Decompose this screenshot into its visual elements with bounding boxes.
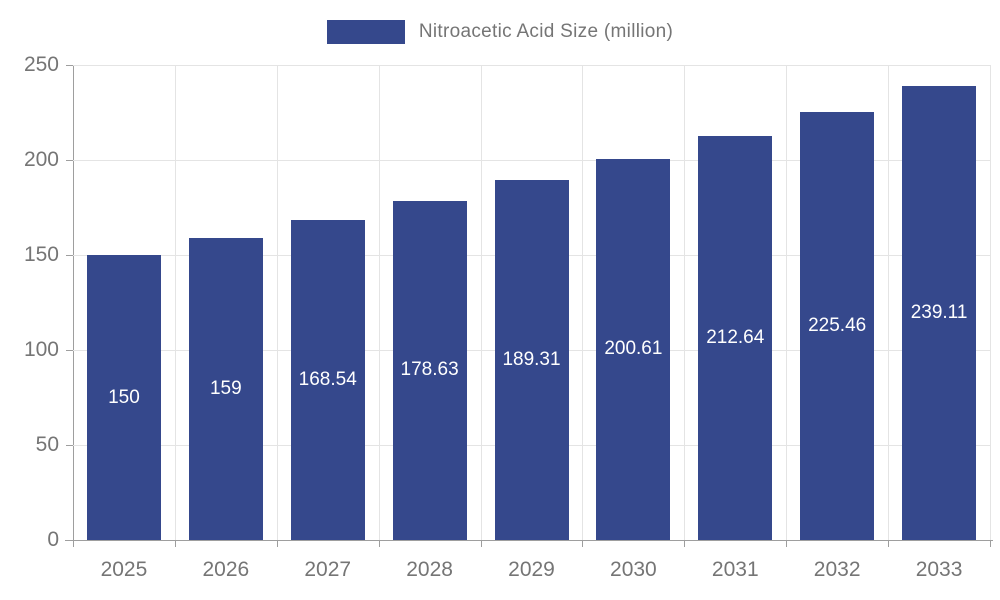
- y-axis-tick: [66, 350, 73, 351]
- x-axis-tick-label: 2033: [915, 558, 963, 581]
- bar-2031: [698, 135, 773, 540]
- x-axis-tick-label: 2032: [813, 558, 861, 581]
- y-axis-tick: [66, 255, 73, 256]
- gridline-vertical: [276, 65, 278, 540]
- gridline-vertical: [378, 65, 380, 540]
- x-axis-tick: [888, 540, 890, 547]
- y-axis-tick-label: 50: [35, 433, 59, 456]
- bar-2028: [392, 200, 467, 540]
- x-axis-tick: [73, 540, 74, 547]
- gridline-horizontal: [73, 65, 990, 66]
- x-axis-tick: [174, 540, 176, 547]
- x-axis-tick: [480, 540, 482, 547]
- y-axis-tick: [66, 160, 73, 161]
- gridline-vertical: [990, 65, 991, 540]
- bar-2030: [596, 158, 671, 540]
- x-axis-tick: [786, 540, 788, 547]
- x-axis-tick: [582, 540, 584, 547]
- legend[interactable]: Nitroacetic Acid Size (million): [0, 20, 1000, 44]
- y-axis-tick-label: 0: [47, 528, 59, 551]
- x-axis-tick-label: 2027: [304, 558, 352, 581]
- gridline-vertical: [174, 65, 176, 540]
- gridline-vertical: [684, 65, 686, 540]
- x-axis-tick: [684, 540, 686, 547]
- gridline-vertical: [480, 65, 482, 540]
- y-axis-tick-label: 100: [23, 338, 59, 361]
- y-axis-line: [73, 65, 74, 540]
- y-axis-tick-label: 150: [23, 243, 59, 266]
- x-axis-tick-label: 2026: [202, 558, 250, 581]
- x-axis-tick-label: 2025: [100, 558, 148, 581]
- y-axis-tick-label: 200: [23, 148, 59, 171]
- x-axis-tick: [378, 540, 380, 547]
- y-axis-tick-label: 250: [23, 53, 59, 76]
- bar-2033: [902, 85, 977, 540]
- gridline-vertical: [786, 65, 788, 540]
- plot-area: 150 159 168.54 178.63 189.31 200.61 212.64 225.…: [73, 65, 991, 540]
- x-axis-tick: [990, 540, 991, 547]
- y-axis-tick: [66, 540, 73, 541]
- bar-2025: [86, 255, 161, 540]
- gridline-vertical: [888, 65, 890, 540]
- gridline-vertical: [582, 65, 584, 540]
- gridline-horizontal: [73, 160, 990, 161]
- x-axis-line: [65, 540, 993, 541]
- bar-2026: [188, 237, 263, 540]
- legend-label[interactable]: Nitroacetic Acid Size (million): [418, 21, 674, 42]
- y-axis-tick: [66, 65, 73, 66]
- x-axis-tick-label: 2030: [610, 558, 657, 581]
- x-axis-tick-label: 2028: [406, 558, 453, 581]
- x-axis-tick-label: 2031: [711, 558, 759, 581]
- bar-2029: [494, 180, 569, 540]
- y-axis-tick: [66, 445, 73, 446]
- bar-2027: [290, 219, 365, 540]
- x-axis-tick-label: 2029: [508, 558, 555, 581]
- bar-2032: [800, 111, 875, 540]
- legend-swatch[interactable]: [326, 20, 405, 44]
- x-axis-tick: [276, 540, 278, 547]
